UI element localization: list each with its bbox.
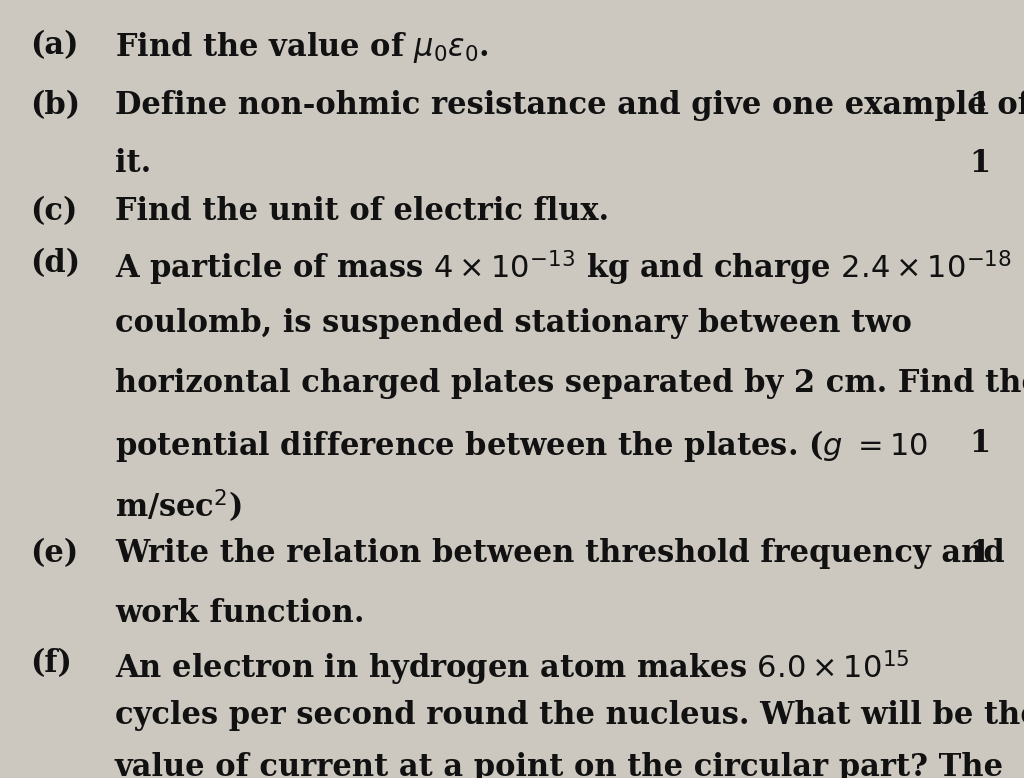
Text: A particle of mass $4 \times 10^{-13}$ kg and charge $2.4 \times 10^{-18}$: A particle of mass $4 \times 10^{-13}$ k… <box>115 248 1012 288</box>
Text: (f): (f) <box>30 648 72 679</box>
Text: value of current at a point on the circular part? The: value of current at a point on the circu… <box>115 752 1005 778</box>
Text: 1: 1 <box>969 428 990 459</box>
Text: An electron in hydrogen atom makes $6.0 \times 10^{15}$: An electron in hydrogen atom makes $6.0 … <box>115 648 909 688</box>
Text: (a): (a) <box>30 30 79 61</box>
Text: m/sec$^2$): m/sec$^2$) <box>115 488 242 525</box>
Text: Find the unit of electric flux.: Find the unit of electric flux. <box>115 196 609 227</box>
Text: 1: 1 <box>969 90 990 121</box>
Text: potential difference between the plates. ($g\ =10$: potential difference between the plates.… <box>115 428 928 464</box>
Text: coulomb, is suspended stationary between two: coulomb, is suspended stationary between… <box>115 308 912 339</box>
Text: Write the relation between threshold frequency and: Write the relation between threshold fre… <box>115 538 1005 569</box>
Text: (e): (e) <box>30 538 78 569</box>
Text: Define non-ohmic resistance and give one example of: Define non-ohmic resistance and give one… <box>115 90 1024 121</box>
Text: 1: 1 <box>969 538 990 569</box>
Text: 1: 1 <box>969 148 990 179</box>
Text: (d): (d) <box>30 248 80 279</box>
Text: horizontal charged plates separated by 2 cm. Find the: horizontal charged plates separated by 2… <box>115 368 1024 399</box>
Text: work function.: work function. <box>115 598 365 629</box>
Text: cycles per second round the nucleus. What will be the: cycles per second round the nucleus. Wha… <box>115 700 1024 731</box>
Text: (c): (c) <box>30 196 78 227</box>
Text: it.: it. <box>115 148 152 179</box>
Text: Find the value of $\mu_0\varepsilon_0$.: Find the value of $\mu_0\varepsilon_0$. <box>115 30 488 65</box>
Text: (b): (b) <box>30 90 80 121</box>
